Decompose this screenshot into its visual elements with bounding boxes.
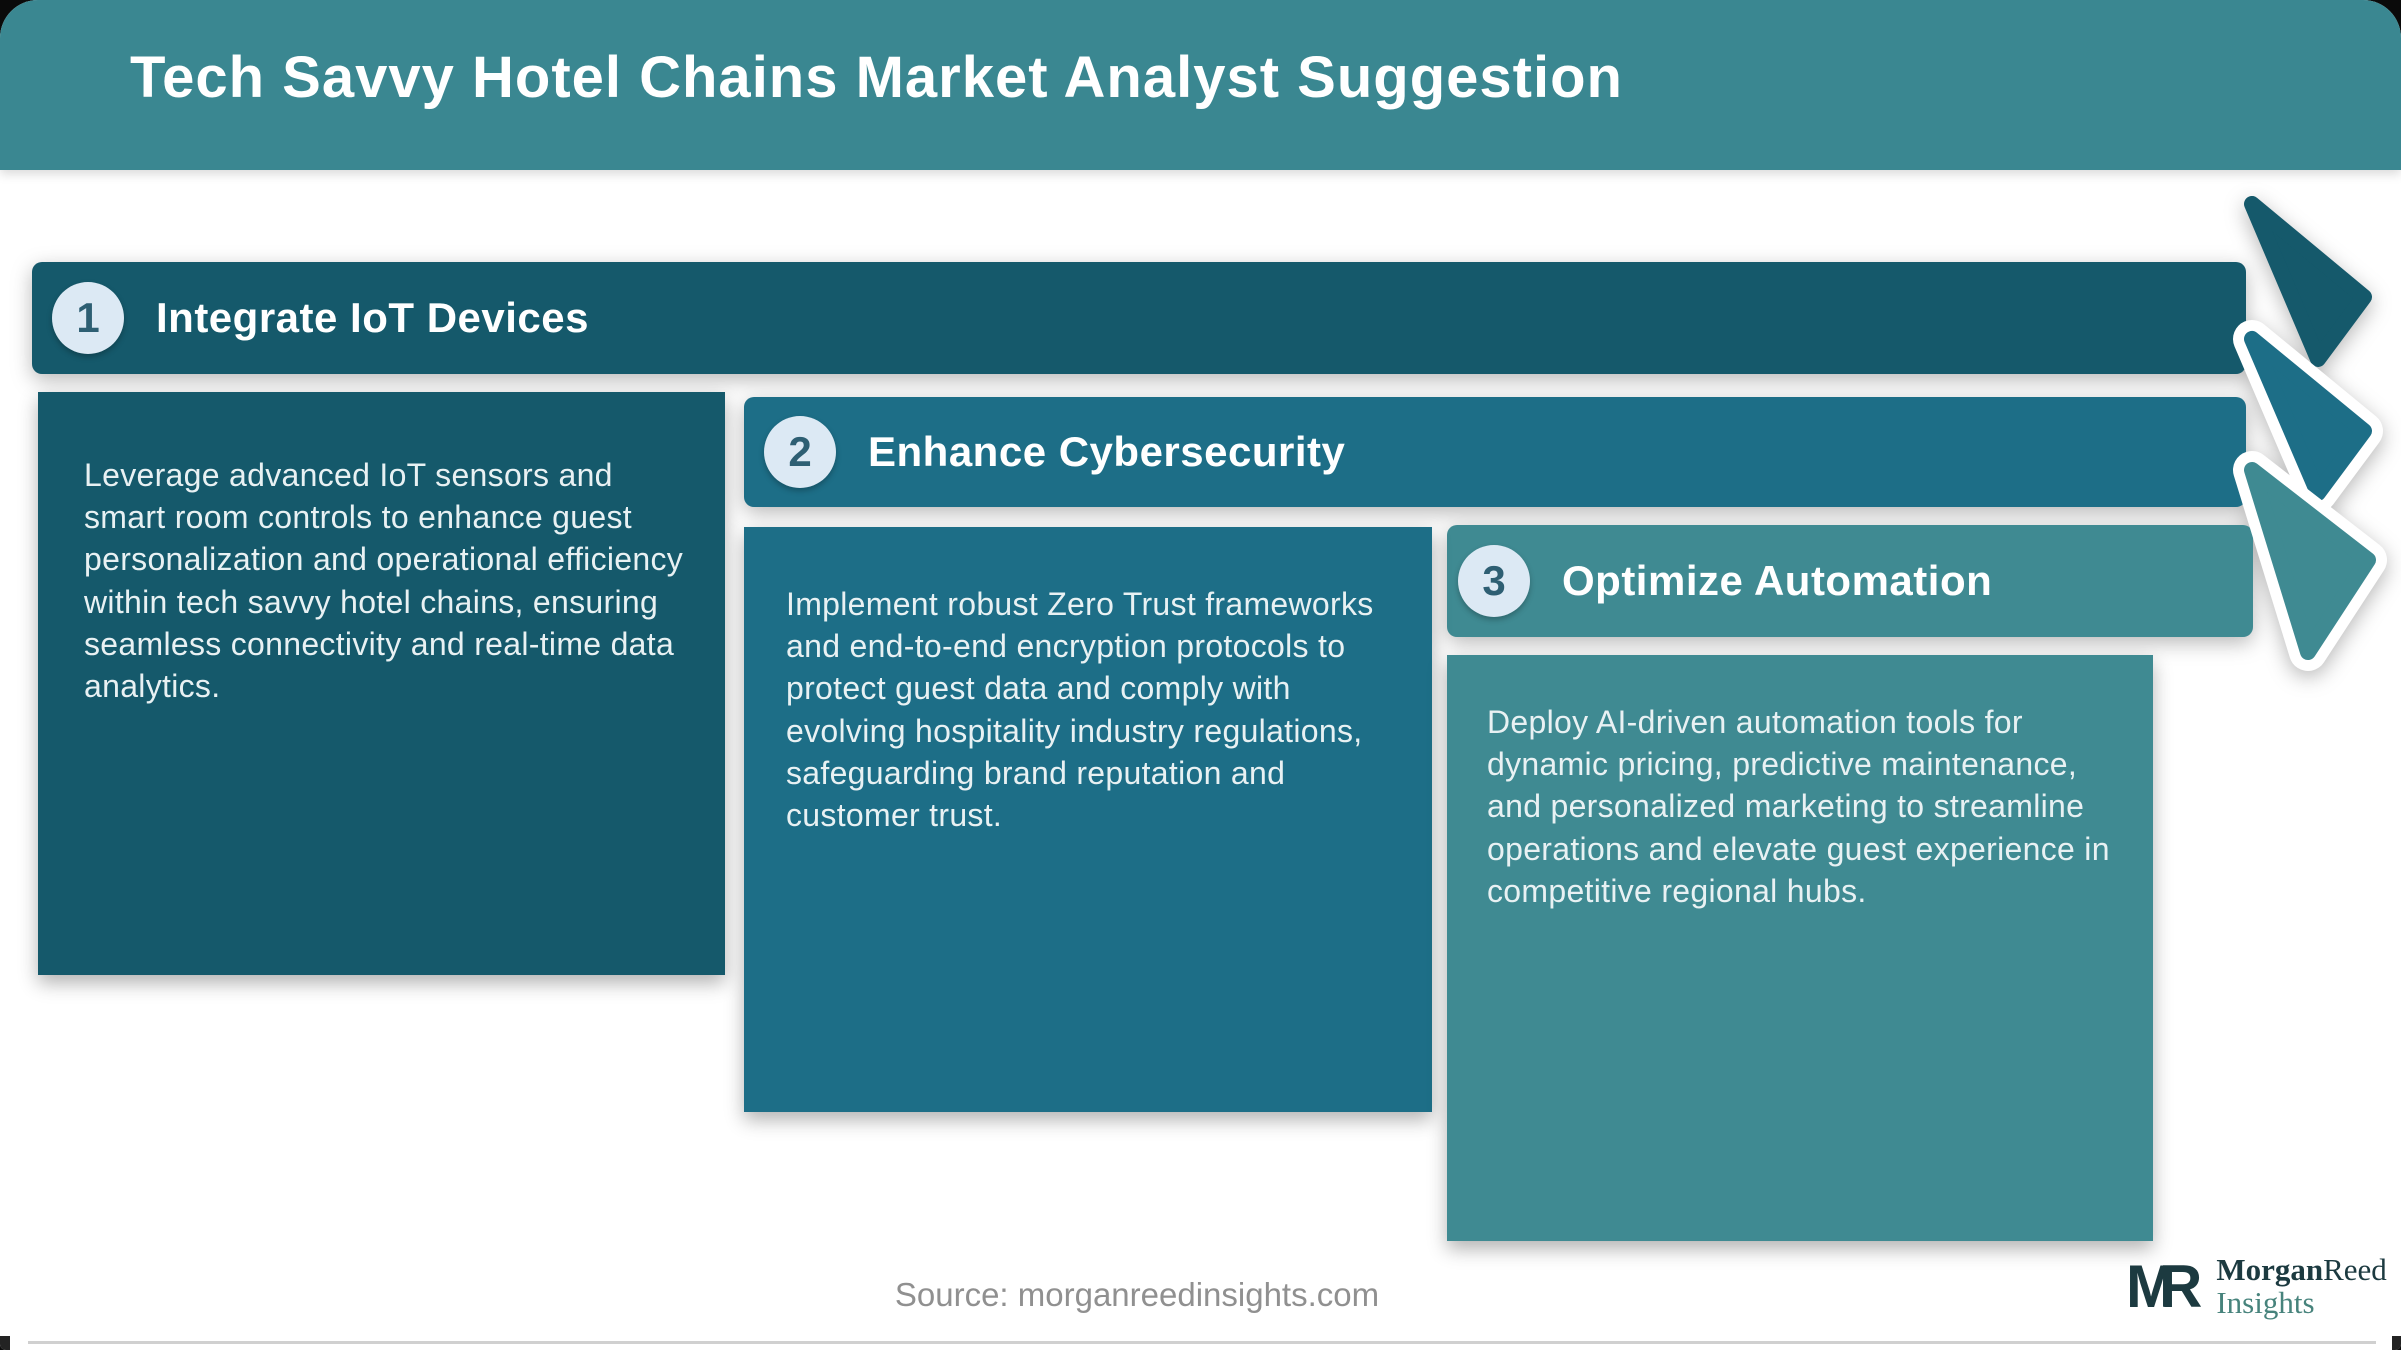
step-1-description: Leverage advanced IoT sensors and smart … (84, 457, 684, 705)
step-1-number: 1 (76, 294, 100, 341)
logo-name-bold: Morgan (2216, 1252, 2324, 1287)
logo-monogram-icon: M R (2126, 1252, 2203, 1320)
arrow-1-shape (32, 196, 2372, 374)
logo-text: MorganReed Insights (2216, 1252, 2387, 1320)
step-3-description: Deploy AI-driven automation tools for dy… (1487, 704, 2110, 909)
step-2-description: Implement robust Zero Trust frameworks a… (786, 586, 1374, 834)
logo-monogram-r: R (2158, 1252, 2203, 1320)
source-text: Source: morganreedinsights.com (894, 1276, 1380, 1313)
arrow-3-shape (1447, 451, 2387, 671)
step-3-title: Optimize Automation (1562, 557, 1993, 604)
logo-name: MorganReed (2216, 1252, 2387, 1287)
step-1-description-box: Leverage advanced IoT sensors and smart … (38, 392, 725, 975)
page-title: Tech Savvy Hotel Chains Market Analyst S… (130, 45, 1623, 110)
window-edge-left (0, 1336, 10, 1350)
step-2-header: 2 Enhance Cybersecurity (764, 397, 1345, 507)
brand-logo: M R MorganReed Insights (2126, 1252, 2387, 1320)
step-3-header: 3 Optimize Automation (1458, 525, 1992, 637)
step-2-title: Enhance Cybersecurity (868, 428, 1346, 475)
step-3-number: 3 (1482, 557, 1506, 604)
arrow-2-shape (744, 320, 2383, 512)
bottom-divider (28, 1341, 2376, 1344)
step-3-badge: 3 (1458, 545, 1530, 617)
step-1-badge: 1 (52, 282, 124, 354)
header-band: Tech Savvy Hotel Chains Market Analyst S… (0, 0, 2401, 170)
logo-monogram-m: M (2126, 1252, 2176, 1320)
logo-name-regular: Reed (2323, 1252, 2387, 1287)
step-1-header: 1 Integrate IoT Devices (52, 262, 589, 374)
step-1-title: Integrate IoT Devices (156, 294, 589, 341)
step-2-description-box: Implement robust Zero Trust frameworks a… (744, 527, 1432, 1112)
step-2-badge: 2 (764, 416, 836, 488)
logo-tagline: Insights (2216, 1284, 2315, 1320)
step-2-number: 2 (788, 428, 812, 475)
window-edge-right (2392, 1336, 2401, 1350)
step-3-description-box: Deploy AI-driven automation tools for dy… (1447, 655, 2153, 1241)
